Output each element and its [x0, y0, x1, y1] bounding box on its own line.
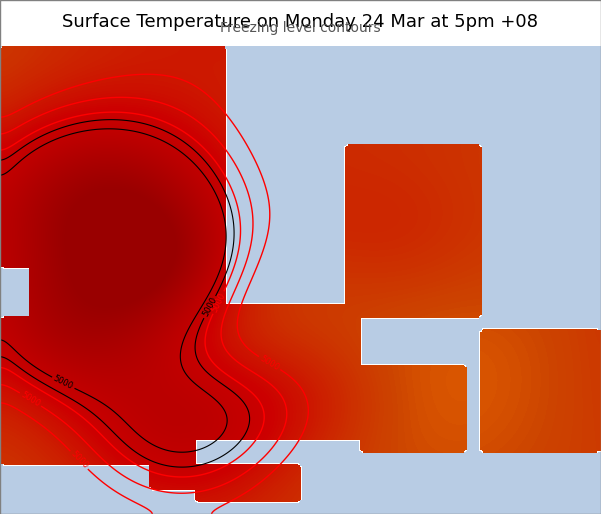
Text: Freezing level contours: Freezing level contours: [220, 21, 381, 35]
Text: 5000: 5000: [210, 291, 227, 314]
Text: 5000: 5000: [19, 390, 41, 409]
Text: 5000: 5000: [258, 354, 281, 373]
Text: Surface Temperature on Monday 24 Mar at 5pm +08: Surface Temperature on Monday 24 Mar at …: [63, 13, 538, 31]
Text: 5000: 5000: [69, 450, 90, 471]
Text: 5000: 5000: [201, 296, 219, 318]
Text: 5000: 5000: [52, 374, 75, 392]
